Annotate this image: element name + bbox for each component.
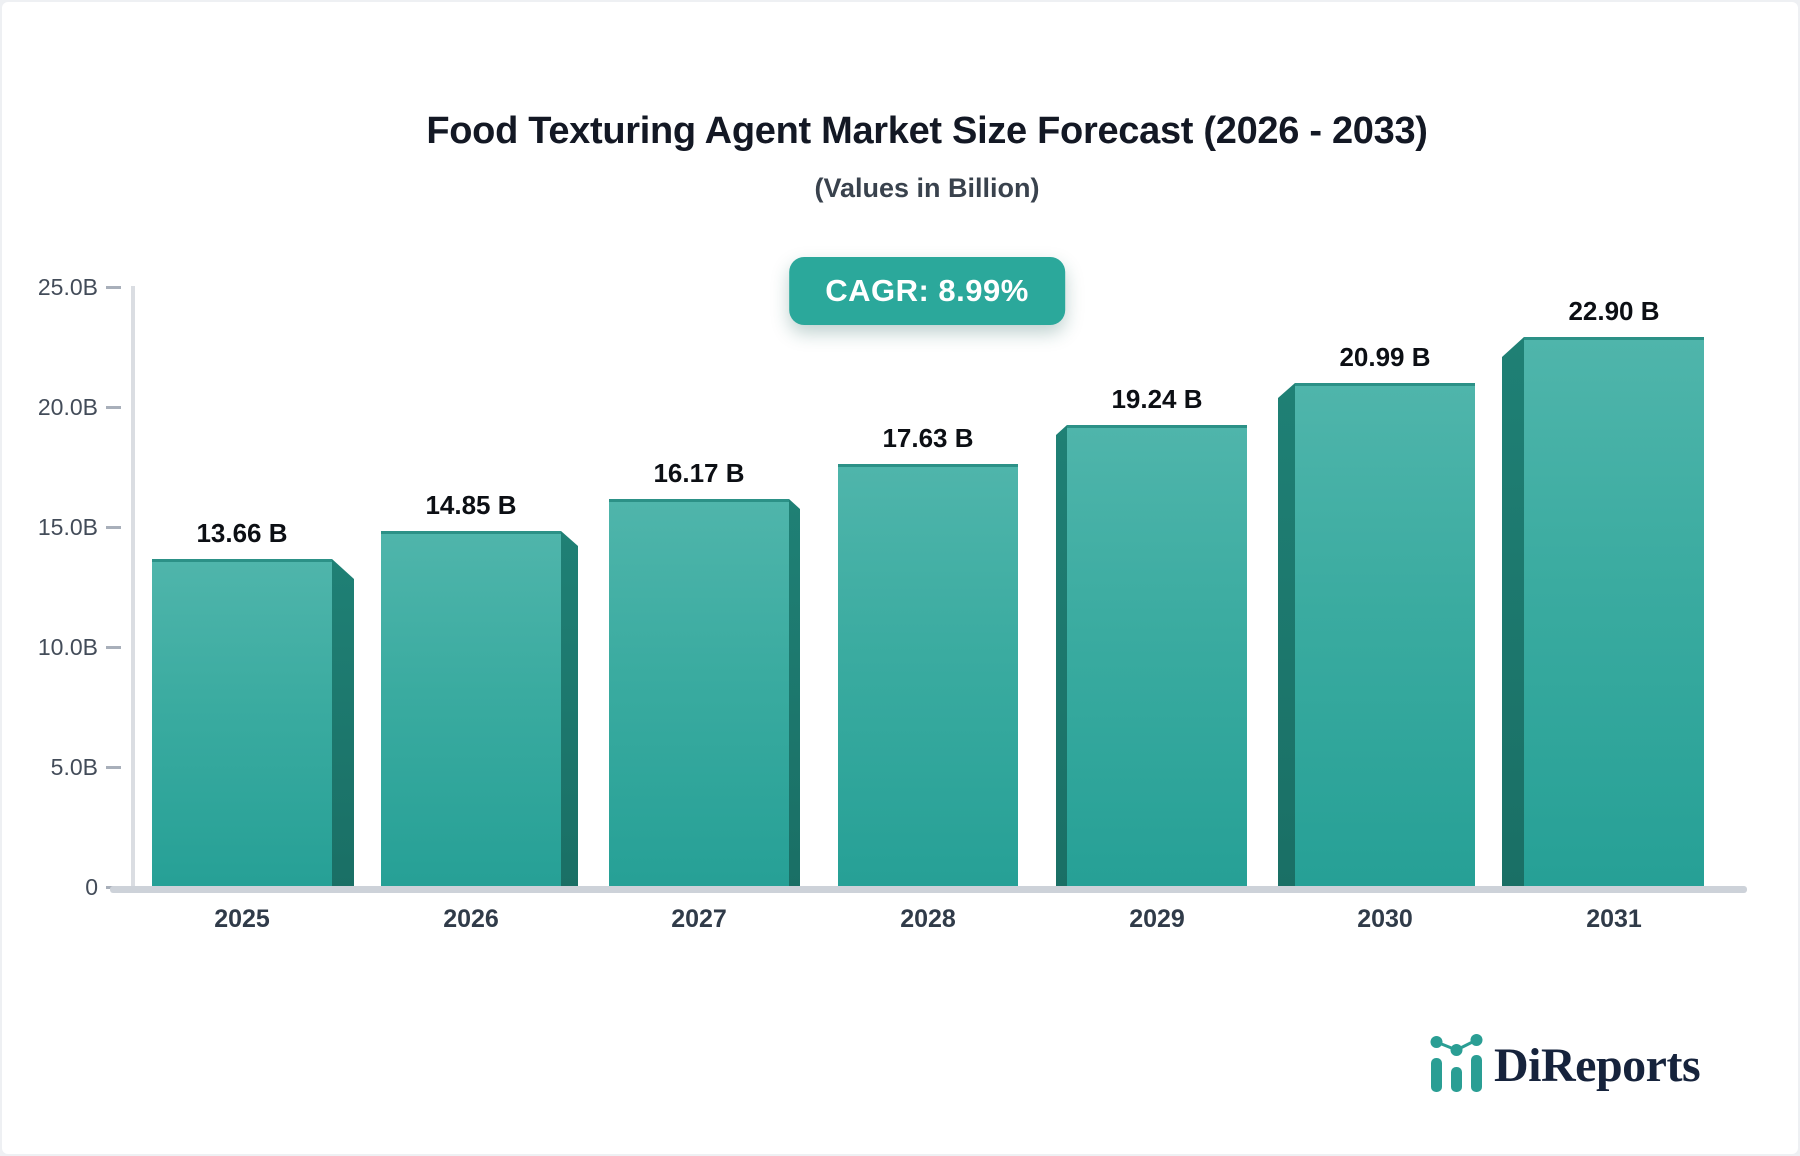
chart-header: Food Texturing Agent Market Size Forecas…: [52, 110, 1800, 204]
bar-front-2027[interactable]: [609, 499, 789, 887]
bar-side-2030: [1278, 383, 1295, 887]
x-axis-baseline: [110, 886, 1747, 893]
brand-logo: DiReports: [1430, 1030, 1701, 1100]
chart-title: Food Texturing Agent Market Size Forecas…: [426, 110, 1428, 152]
x-axis-label-2029: 2029: [1129, 905, 1185, 933]
x-axis-label-2027: 2027: [671, 905, 727, 933]
bar-front-2030[interactable]: [1295, 383, 1475, 887]
x-axis-label-2026: 2026: [443, 905, 499, 933]
y-tick-label: 5.0B: [50, 754, 98, 780]
bar-front-2029[interactable]: [1067, 425, 1247, 887]
bar-side-2029: [1056, 425, 1067, 887]
y-tick-label: 0: [85, 874, 98, 900]
bar-front-2026[interactable]: [381, 531, 561, 887]
bar-side-2025: [332, 559, 354, 887]
y-tick-label: 10.0B: [37, 634, 98, 660]
bar-value-label-2027: 16.17 B: [653, 458, 745, 488]
bar-side-2031: [1502, 337, 1524, 887]
x-axis-label-2030: 2030: [1357, 905, 1413, 933]
y-tick-dash: [106, 406, 121, 409]
bar-front-2025[interactable]: [152, 559, 332, 887]
bar-value-label-2029: 19.24 B: [1111, 384, 1203, 414]
bar-front-2031[interactable]: [1524, 337, 1704, 887]
bar-value-label-2026: 14.85 B: [425, 490, 517, 520]
y-tick-dash: [106, 526, 121, 529]
bar-side-2027: [789, 499, 800, 887]
brand-chart-icon: [1430, 1033, 1484, 1097]
brand-name: DiReports: [1494, 1038, 1701, 1092]
y-tick-dash: [106, 646, 121, 649]
x-axis-label-2028: 2028: [900, 905, 956, 933]
bar-value-label-2025: 13.66 B: [196, 518, 288, 548]
bar-value-label-2031: 22.90 B: [1568, 296, 1660, 326]
bar-side-2026: [561, 531, 578, 887]
y-tick-label: 25.0B: [37, 274, 98, 300]
y-tick-dash: [106, 286, 121, 289]
x-axis-label-2031: 2031: [1586, 905, 1642, 933]
cagr-badge: CAGR: 8.99%: [789, 257, 1065, 325]
bar-value-label-2028: 17.63 B: [882, 423, 974, 453]
y-axis-line: [131, 286, 135, 887]
y-tick-label: 15.0B: [37, 514, 98, 540]
bar-front-2028[interactable]: [838, 464, 1018, 887]
chart-subtitle: (Values in Billion): [814, 173, 1040, 203]
bar-value-label-2030: 20.99 B: [1339, 342, 1431, 372]
x-axis-label-2025: 2025: [214, 905, 270, 933]
y-tick-dash: [106, 766, 121, 769]
y-tick-label: 20.0B: [37, 394, 98, 420]
